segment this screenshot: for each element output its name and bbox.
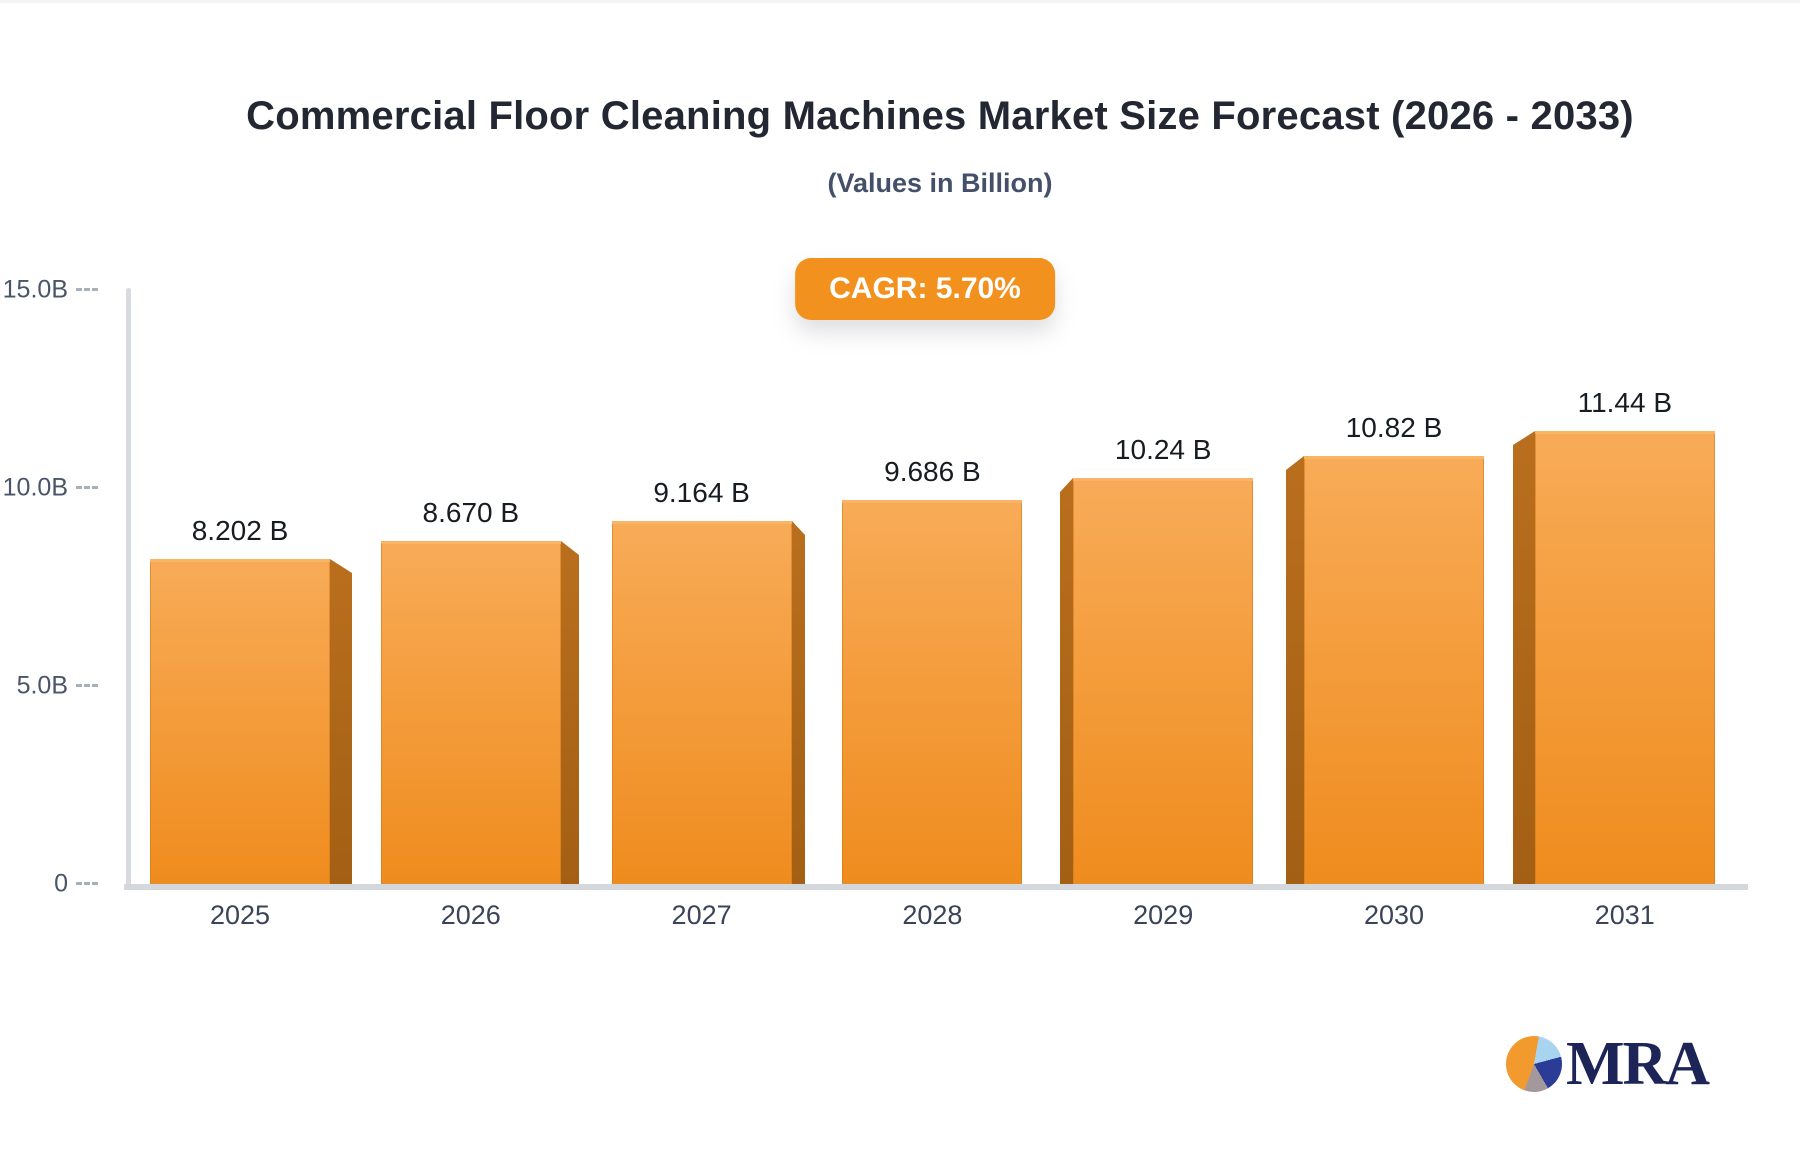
x-axis-label-2030: 2030 bbox=[1363, 900, 1425, 930]
y-tick-label: 0 bbox=[54, 869, 68, 898]
bar-side-2027 bbox=[792, 521, 805, 884]
bar-2031 bbox=[1535, 431, 1715, 884]
bar-value-label: 10.24 B bbox=[1114, 434, 1212, 465]
y-axis-line bbox=[126, 288, 131, 890]
bar-side-2026 bbox=[561, 541, 579, 884]
x-axis-label-2029: 2029 bbox=[1133, 900, 1194, 930]
mra-logo-text: MRA bbox=[1566, 1030, 1710, 1098]
bar-side-2031 bbox=[1513, 431, 1535, 884]
cagr-badge: CAGR: 5.70% bbox=[795, 258, 1055, 320]
y-tick-label: 5.0B bbox=[16, 671, 68, 700]
bar-2029 bbox=[1073, 478, 1253, 884]
x-axis-baseline bbox=[124, 884, 1748, 890]
bar-value-label: 8.670 B bbox=[422, 497, 520, 528]
chart-title: Commercial Floor Cleaning Machines Marke… bbox=[246, 94, 1634, 138]
bar-2026 bbox=[381, 541, 561, 884]
y-tick-mark bbox=[76, 882, 98, 885]
bar-2025 bbox=[150, 559, 330, 884]
x-axis-label-2028: 2028 bbox=[902, 900, 963, 930]
x-axis-label-2031: 2031 bbox=[1594, 900, 1655, 930]
y-tick-label: 10.0B bbox=[2, 473, 68, 502]
x-axis-label-2027: 2027 bbox=[671, 900, 732, 930]
bar-value-label: 9.686 B bbox=[884, 456, 981, 487]
chart-subtitle: (Values in Billion) bbox=[827, 168, 1053, 198]
bar-side-2029 bbox=[1060, 478, 1073, 884]
bar-side-2030 bbox=[1286, 456, 1304, 884]
x-axis-label-2025: 2025 bbox=[209, 900, 271, 930]
bar-side-2025 bbox=[330, 559, 352, 884]
y-tick-mark bbox=[76, 684, 98, 687]
bar-value-label: 10.82 B bbox=[1345, 412, 1443, 443]
x-axis-label-2026: 2026 bbox=[440, 900, 501, 930]
y-tick-mark bbox=[76, 486, 98, 489]
bar-2030 bbox=[1304, 456, 1484, 884]
bar-value-label: 11.44 B bbox=[1577, 387, 1673, 418]
bar-value-label: 9.164 B bbox=[653, 477, 750, 508]
mra-pie-icon bbox=[1506, 1036, 1562, 1092]
y-tick-mark bbox=[76, 288, 98, 291]
bar-value-label: 8.202 B bbox=[191, 515, 289, 546]
y-tick-label: 15.0B bbox=[2, 275, 68, 304]
mra-logo: MRA bbox=[1506, 1030, 1710, 1098]
bar-2027 bbox=[612, 521, 792, 884]
bar-2028 bbox=[842, 500, 1022, 884]
